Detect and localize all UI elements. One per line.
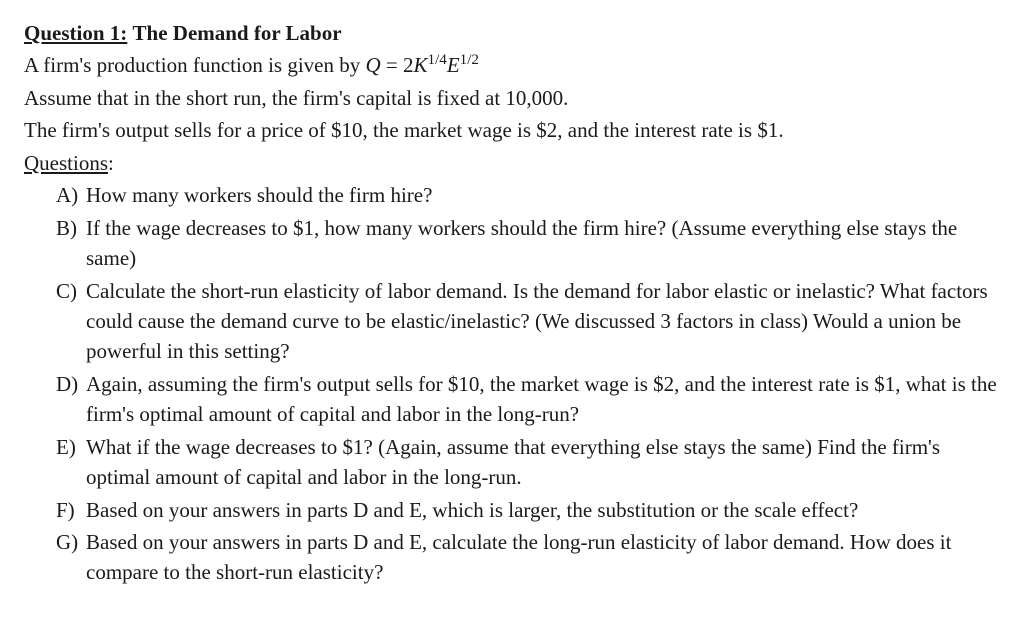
item-text: If the wage decreases to $1, how many wo… (86, 213, 1000, 274)
item-marker: C) (56, 276, 86, 367)
exp-e: 1/2 (460, 52, 479, 68)
var-e: E (447, 53, 460, 77)
list-item: D) Again, assuming the firm's output sel… (24, 369, 1000, 430)
list-item: F) Based on your answers in parts D and … (24, 495, 1000, 525)
question-title: The Demand for Labor (133, 21, 342, 45)
item-marker: A) (56, 180, 86, 210)
intro-eq: = 2 (381, 53, 414, 77)
item-marker: E) (56, 432, 86, 493)
list-item: G) Based on your answers in parts D and … (24, 527, 1000, 588)
list-item: A) How many workers should the firm hire… (24, 180, 1000, 210)
item-text: Based on your answers in parts D and E, … (86, 527, 1000, 588)
list-item: C) Calculate the short-run elasticity of… (24, 276, 1000, 367)
questions-colon: : (108, 151, 114, 175)
exp-k: 1/4 (428, 52, 447, 68)
item-text: Calculate the short-run elasticity of la… (86, 276, 1000, 367)
questions-list: A) How many workers should the firm hire… (24, 180, 1000, 588)
item-marker: F) (56, 495, 86, 525)
item-text: Based on your answers in parts D and E, … (86, 495, 1000, 525)
var-q: Q (366, 53, 381, 77)
item-marker: G) (56, 527, 86, 588)
item-marker: B) (56, 213, 86, 274)
intro-line-1: A firm's production function is given by… (24, 50, 1000, 80)
questions-heading: Questions: (24, 148, 1000, 178)
intro-line-3: The firm's output sells for a price of $… (24, 115, 1000, 145)
question-label: Question 1: (24, 21, 127, 45)
question-heading: Question 1: The Demand for Labor (24, 18, 1000, 48)
intro-text: A firm's production function is given by (24, 53, 366, 77)
item-text: What if the wage decreases to $1? (Again… (86, 432, 1000, 493)
item-marker: D) (56, 369, 86, 430)
list-item: B) If the wage decreases to $1, how many… (24, 213, 1000, 274)
item-text: How many workers should the firm hire? (86, 180, 1000, 210)
intro-line-2: Assume that in the short run, the firm's… (24, 83, 1000, 113)
questions-label: Questions (24, 151, 108, 175)
var-k: K (414, 53, 428, 77)
item-text: Again, assuming the firm's output sells … (86, 369, 1000, 430)
list-item: E) What if the wage decreases to $1? (Ag… (24, 432, 1000, 493)
